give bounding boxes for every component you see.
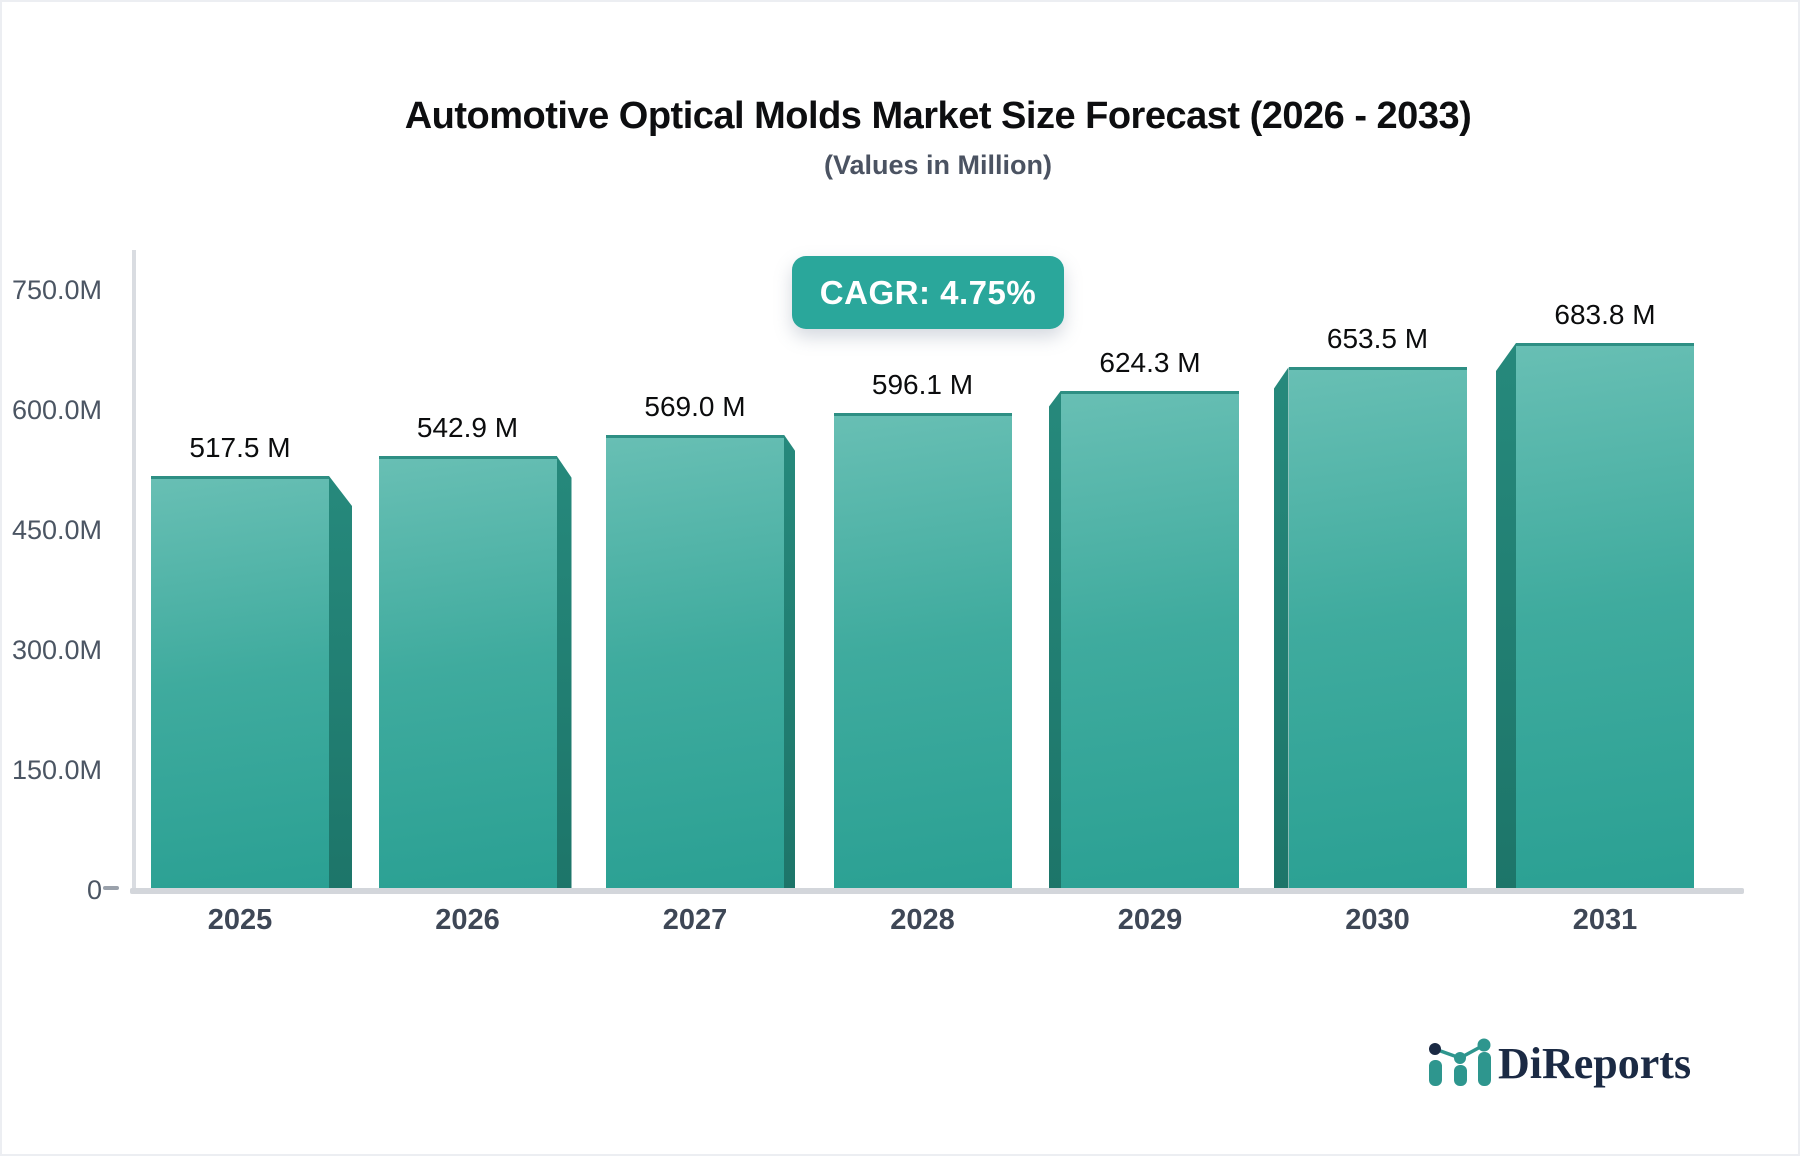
logo-dot-icon [1477, 1038, 1491, 1052]
bar-3d-side-2030 [1273, 367, 1289, 890]
bar-value-label: 624.3 M [1099, 346, 1201, 378]
x-axis-label-2031: 2031 [1572, 904, 1638, 936]
logo-bar-icon [1478, 1052, 1491, 1086]
y-tick-label: 150.0M [11, 755, 102, 785]
logo-dot-icon [1429, 1043, 1441, 1055]
bar-3d-side-2027 [784, 434, 795, 890]
logo-wordmark: DiReports [1498, 1039, 1691, 1088]
bar-2028 [833, 413, 1012, 890]
chart-subtitle: (Values in Million) [823, 149, 1053, 180]
bar-value-label: 653.5 M [1326, 323, 1429, 355]
chart-title: Automotive Optical Molds Market Size For… [404, 95, 1472, 137]
cagr-badge-label: CAGR: 4.75% [819, 273, 1037, 311]
bar-2025 [151, 476, 329, 890]
bar-value-label: 569.0 M [644, 390, 746, 422]
chart-header: Automotive Optical Molds Market Size For… [132, 94, 1744, 181]
x-axis-label-2025: 2025 [207, 904, 273, 936]
bar-value-label: 542.9 M [416, 411, 519, 443]
y-tick-label: 600.0M [11, 395, 102, 425]
direports-logo: DiReports [1429, 1038, 1691, 1088]
bar-2030 [1288, 367, 1467, 890]
logo-bar-icon [1429, 1060, 1442, 1086]
x-axis-label-2028: 2028 [890, 904, 955, 936]
bar-2026 [378, 455, 557, 890]
bar-2031 [1516, 342, 1694, 890]
bar-3d-side-2025 [329, 476, 352, 890]
bar-value-label: 596.1 M [871, 369, 974, 401]
logo-bar-icon [1454, 1065, 1467, 1086]
cagr-badge: CAGR: 4.75% [792, 256, 1064, 329]
y-tick-label: 300.0M [11, 635, 102, 665]
x-axis-label-2026: 2026 [435, 904, 500, 936]
zero-tick-mark [103, 886, 119, 890]
y-tick-label: 450.0M [11, 515, 102, 545]
y-tick-label: 750.0M [11, 275, 102, 305]
bar-2027 [606, 434, 784, 890]
x-axis-label-2030: 2030 [1345, 904, 1410, 936]
bar-3d-side-2029 [1049, 390, 1061, 890]
bar-value-label: 683.8 M [1554, 298, 1656, 330]
bar-3d-side-2031 [1496, 342, 1516, 890]
x-axis-label-2027: 2027 [662, 904, 728, 936]
x-axis-label-2029: 2029 [1117, 904, 1183, 936]
x-axis-line [130, 888, 1744, 894]
bar-2029 [1061, 390, 1239, 890]
bar-3d-side-2026 [556, 455, 572, 890]
logo-dot-icon [1454, 1052, 1466, 1064]
y-axis-line [132, 250, 136, 894]
y-tick-label: 0 [86, 875, 102, 905]
bar-value-label: 517.5 M [189, 432, 291, 463]
